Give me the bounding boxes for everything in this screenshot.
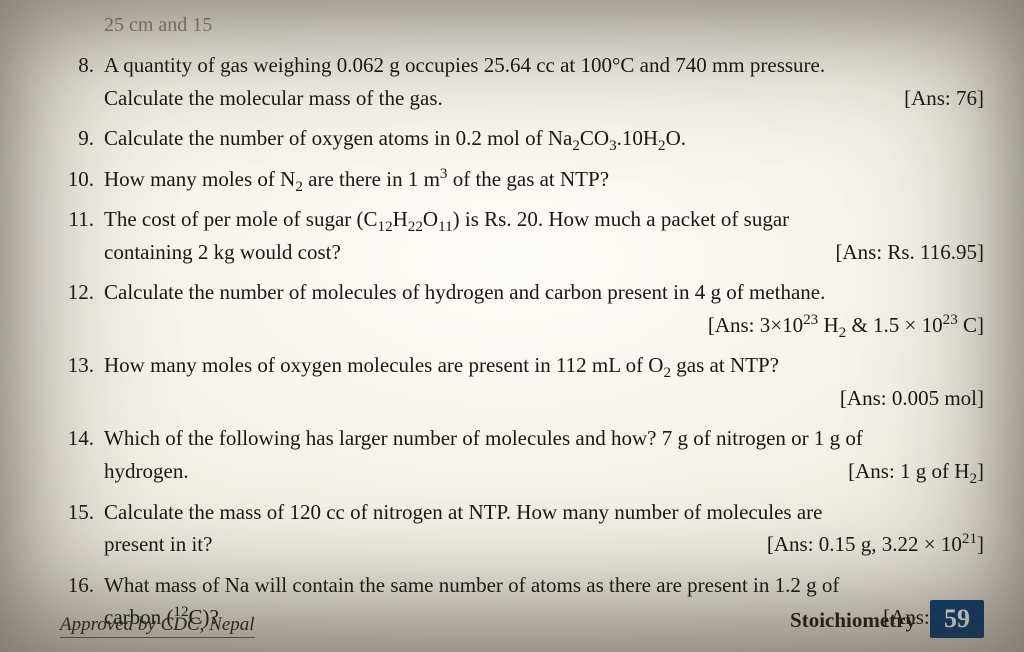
question-body: A quantity of gas weighing 0.062 g occup…: [104, 49, 984, 114]
chapter-box: Stoichiometry 59: [790, 600, 984, 638]
question-text: Calculate the molecular mass of the gas.: [104, 82, 443, 115]
question-number: 16.: [60, 569, 104, 602]
question-line: How many moles of oxygen molecules are p…: [104, 349, 984, 382]
answer: [Ans: Rs. 116.95]: [817, 236, 984, 269]
question-number: 9.: [60, 122, 104, 155]
question-line: The cost of per mole of sugar (C12H22O11…: [104, 203, 984, 236]
page-footer: Approved by CDC, Nepal Stoichiometry 59: [60, 600, 984, 638]
answer-row: [Ans: 0.005 mol]: [104, 382, 984, 415]
question-line: Calculate the number of oxygen atoms in …: [104, 122, 984, 155]
question-number: 12.: [60, 276, 104, 309]
question-text: containing 2 kg would cost?: [104, 236, 341, 269]
approved-by: Approved by CDC, Nepal: [60, 614, 255, 638]
answer-row: [Ans: 3×1023 H2 & 1.5 × 1023 C]: [104, 309, 984, 342]
question-item: 11.The cost of per mole of sugar (C12H22…: [60, 203, 984, 268]
question-line: present in it? [Ans: 0.15 g, 3.22 × 1021]: [104, 528, 984, 561]
question-item: 15.Calculate the mass of 120 cc of nitro…: [60, 496, 984, 561]
question-number: 13.: [60, 349, 104, 382]
question-line: hydrogen. [Ans: 1 g of H2]: [104, 455, 984, 488]
answer: [Ans: 0.15 g, 3.22 × 1021]: [749, 528, 984, 561]
question-number: 14.: [60, 422, 104, 455]
answer: [Ans: 3×1023 H2 & 1.5 × 1023 C]: [690, 309, 984, 342]
question-body: Calculate the number of molecules of hyd…: [104, 276, 984, 341]
textbook-page: 25 cm and 15 8.A quantity of gas weighin…: [0, 0, 1024, 652]
question-item: 9.Calculate the number of oxygen atoms i…: [60, 122, 984, 155]
question-number: 11.: [60, 203, 104, 236]
question-body: Calculate the mass of 120 cc of nitrogen…: [104, 496, 984, 561]
question-number: 10.: [60, 163, 104, 196]
question-body: Which of the following has larger number…: [104, 422, 984, 487]
answer: [Ans: 76]: [886, 82, 984, 115]
question-line: Calculate the number of molecules of hyd…: [104, 276, 984, 309]
question-line: A quantity of gas weighing 0.062 g occup…: [104, 49, 984, 82]
question-line: Calculate the molecular mass of the gas.…: [104, 82, 984, 115]
question-list: 8.A quantity of gas weighing 0.062 g occ…: [60, 49, 984, 634]
question-number: 8.: [60, 49, 104, 82]
question-body: Calculate the number of oxygen atoms in …: [104, 122, 984, 155]
question-item: 12.Calculate the number of molecules of …: [60, 276, 984, 341]
question-item: 14.Which of the following has larger num…: [60, 422, 984, 487]
question-body: How many moles of N2 are there in 1 m3 o…: [104, 163, 984, 196]
answer: [Ans: 1 g of H2]: [830, 455, 984, 488]
question-item: 8.A quantity of gas weighing 0.062 g occ…: [60, 49, 984, 114]
page-number: 59: [930, 600, 984, 638]
answer: [Ans: 0.005 mol]: [822, 382, 984, 415]
question-line: Which of the following has larger number…: [104, 422, 984, 455]
question-body: The cost of per mole of sugar (C12H22O11…: [104, 203, 984, 268]
question-body: How many moles of oxygen molecules are p…: [104, 349, 984, 414]
question-number: 15.: [60, 496, 104, 529]
chapter-name: Stoichiometry: [790, 604, 930, 635]
question-item: 10.How many moles of N2 are there in 1 m…: [60, 163, 984, 196]
question-item: 13.How many moles of oxygen molecules ar…: [60, 349, 984, 414]
question-line: How many moles of N2 are there in 1 m3 o…: [104, 163, 984, 196]
question-line: Calculate the mass of 120 cc of nitrogen…: [104, 496, 984, 529]
question-line: containing 2 kg would cost? [Ans: Rs. 116…: [104, 236, 984, 269]
cutoff-previous-line: 25 cm and 15: [104, 14, 984, 37]
question-text: present in it?: [104, 528, 212, 561]
question-line: What mass of Na will contain the same nu…: [104, 569, 984, 602]
question-text: hydrogen.: [104, 455, 189, 488]
